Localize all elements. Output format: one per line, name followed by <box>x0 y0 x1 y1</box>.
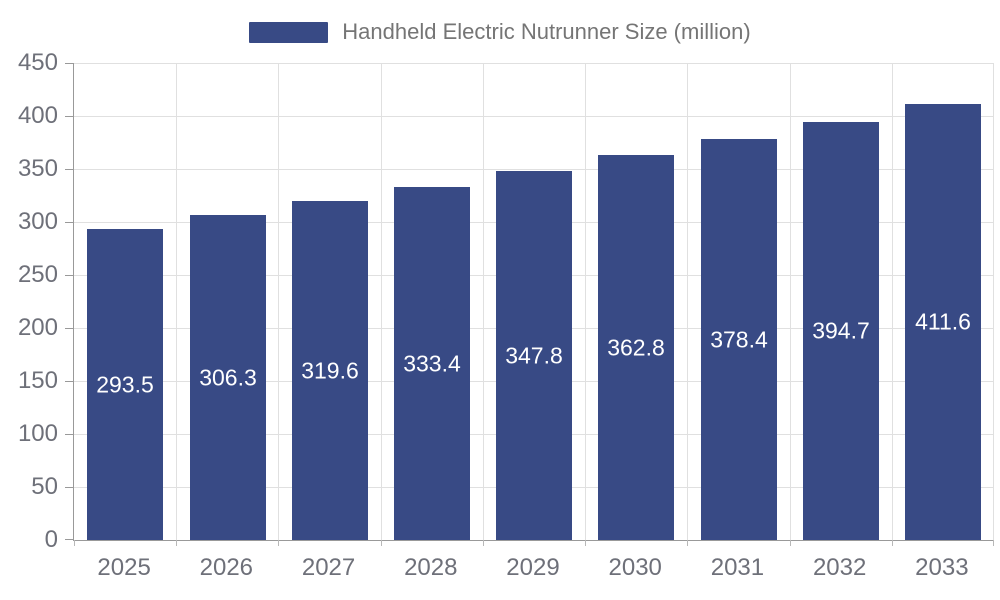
bar[interactable]: 333.4 <box>394 187 470 540</box>
x-axis-tick <box>278 540 279 546</box>
x-axis-tick <box>892 540 893 546</box>
y-axis-label: 350 <box>17 155 58 182</box>
bar-value-label: 394.7 <box>812 317 870 344</box>
h-gridline <box>74 116 994 117</box>
h-gridline <box>74 169 994 170</box>
x-axis-label: 2026 <box>199 554 254 581</box>
y-axis-tick <box>65 169 73 170</box>
y-axis-tick <box>65 63 73 64</box>
bar-value-label: 306.3 <box>199 364 257 390</box>
v-gridline <box>892 63 893 540</box>
y-axis-tick <box>65 222 73 223</box>
bar[interactable]: 378.4 <box>701 139 777 540</box>
y-axis-label: 200 <box>17 314 58 341</box>
x-axis-label: 2033 <box>915 554 969 581</box>
x-axis-label: 2029 <box>506 554 560 581</box>
bar[interactable]: 362.8 <box>598 155 674 540</box>
v-gridline <box>687 63 688 540</box>
y-axis-tick <box>65 116 73 117</box>
v-gridline <box>993 63 994 540</box>
bar[interactable]: 347.8 <box>496 171 572 540</box>
x-axis-tick <box>381 540 382 546</box>
x-axis-tick <box>74 540 75 546</box>
bar-value-label: 319.6 <box>301 357 359 383</box>
bar-value-label: 378.4 <box>710 326 768 352</box>
x-axis-label: 2027 <box>301 554 356 581</box>
v-gridline <box>585 63 586 540</box>
y-axis-label: 100 <box>17 420 58 447</box>
bar[interactable]: 319.6 <box>292 201 368 540</box>
bar-value-label: 362.8 <box>607 334 665 360</box>
y-axis-tick <box>65 275 73 276</box>
y-axis-label: 150 <box>17 367 58 394</box>
v-gridline <box>176 63 177 540</box>
bar[interactable]: 306.3 <box>190 215 266 540</box>
plot-area: 293.5 306.3 319.6 333.4 347.8 362.8 378.4 394.7… <box>65 63 994 546</box>
x-axis-label: 2028 <box>404 554 458 581</box>
x-axis-tick <box>790 540 791 546</box>
legend-label: Handheld Electric Nutrunner Size (millio… <box>342 19 751 44</box>
v-gridline <box>790 63 791 540</box>
v-gridline <box>278 63 279 540</box>
y-axis-tick <box>65 328 73 329</box>
y-axis-tick <box>65 487 73 488</box>
y-axis-label: 0 <box>44 526 58 553</box>
bar[interactable]: 394.7 <box>803 122 879 540</box>
bar-value-label: 411.6 <box>915 308 971 335</box>
y-axis-tick <box>65 381 73 382</box>
legend-swatch <box>249 21 329 43</box>
y-axis-label: 300 <box>17 208 58 235</box>
v-gridline <box>483 63 484 540</box>
x-axis-tick <box>993 540 994 546</box>
x-axis-label: 2025 <box>97 554 151 581</box>
y-axis-label: 450 <box>17 49 58 76</box>
x-axis-label: 2032 <box>812 554 867 581</box>
y-axis-tick <box>65 434 73 435</box>
y-axis-label: 400 <box>17 102 58 129</box>
bar[interactable]: 293.5 <box>87 229 163 540</box>
v-gridline <box>381 63 382 540</box>
x-axis-tick <box>687 540 688 546</box>
bar-value-label: 333.4 <box>403 350 461 376</box>
bar-value-label: 293.5 <box>96 371 154 397</box>
x-axis-tick <box>585 540 586 546</box>
x-axis-label: 2030 <box>608 554 662 581</box>
x-axis-tick <box>483 540 484 546</box>
bar[interactable]: 411.6 <box>905 104 981 540</box>
legend-item[interactable]: Handheld Electric Nutrunner Size (millio… <box>0 19 1000 45</box>
y-axis-tick <box>65 539 73 540</box>
x-axis-label: 2031 <box>710 554 765 581</box>
x-axis-tick <box>176 540 177 546</box>
bar-value-label: 347.8 <box>505 342 563 368</box>
y-axis-label: 250 <box>17 261 58 288</box>
y-axis-label: 50 <box>31 473 58 500</box>
h-gridline <box>74 63 994 64</box>
